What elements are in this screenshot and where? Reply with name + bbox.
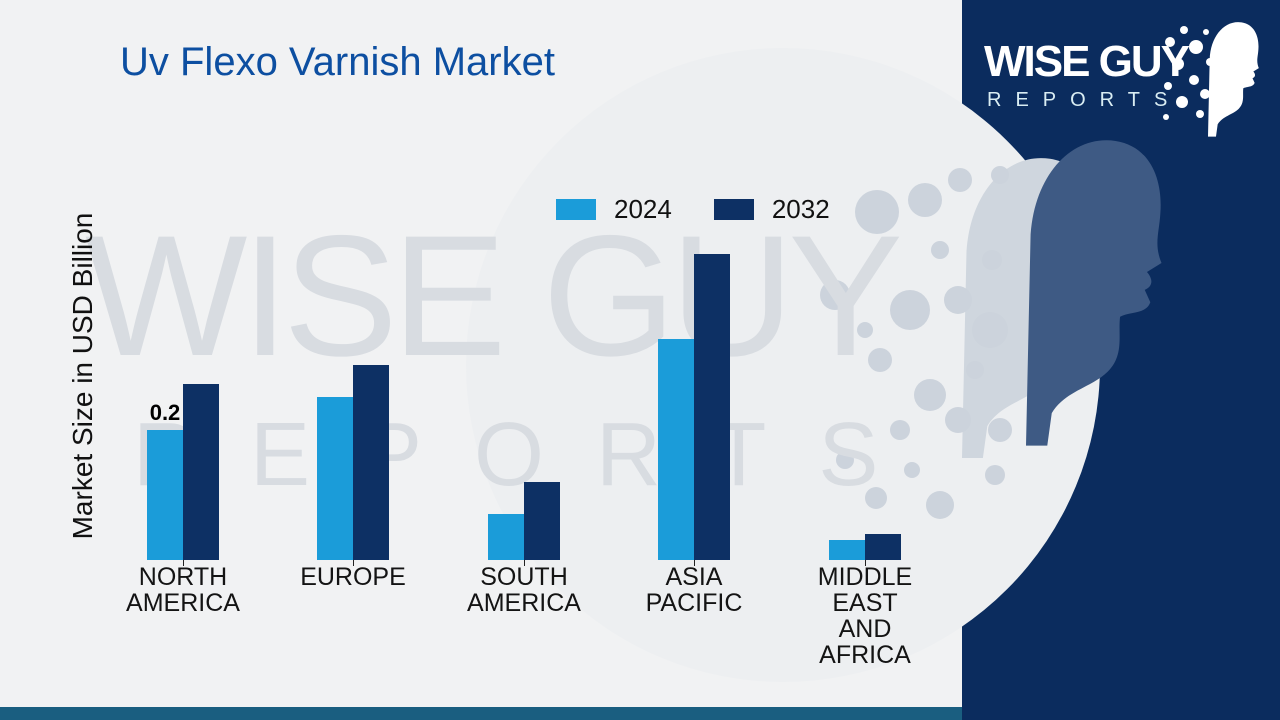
watermark-line2: REPORTS: [133, 405, 931, 505]
legend-item-2032: 2032: [713, 194, 830, 225]
legend: 2024 2032: [556, 194, 830, 225]
logo-face-icon: [1163, 22, 1259, 137]
watermark-line1: WISE GUY: [85, 200, 903, 392]
bar-value-label: 0.2: [149, 400, 181, 425]
bar-asia-pacific-2024: [658, 339, 694, 560]
bar-south-america-2024: [488, 514, 524, 560]
x-axis-tick: [524, 560, 525, 566]
logo-subtitle: REPORTS: [987, 89, 1182, 111]
bar-south-america-2032: [524, 482, 560, 560]
x-axis-tick: [183, 560, 184, 566]
category-label-south-america: SOUTH AMERICA: [467, 563, 581, 617]
x-axis-tick: [865, 560, 866, 566]
bar-asia-pacific-2032: [694, 254, 730, 560]
bottom-teal-bar: [0, 707, 962, 720]
bar-middle-east-and-africa-2024: [829, 540, 865, 560]
legend-item-2024: 2024: [556, 194, 672, 225]
category-label-middle-east-and-africa: MIDDLE EAST AND AFRICA: [817, 563, 913, 669]
legend-label-2024: 2024: [614, 194, 672, 224]
bar-north-america-2032: [183, 384, 219, 560]
legend-swatch-2032: [713, 199, 754, 220]
wiseguy-logo: WISE GUY REPORTS: [962, 0, 1280, 150]
logo-wordmark: WISE GUY: [984, 37, 1190, 86]
page-title: Uv Flexo Varnish Market: [120, 40, 555, 84]
bar-north-america-2024: [147, 430, 183, 560]
category-label-north-america: NORTH AMERICA: [126, 563, 240, 617]
category-label-europe: EUROPE: [300, 563, 406, 591]
bar-europe-2024: [317, 397, 353, 560]
bar-middle-east-and-africa-2032: [865, 534, 901, 560]
bar-europe-2032: [353, 365, 389, 560]
category-label-asia-pacific: ASIA PACIFIC: [645, 563, 743, 617]
legend-label-2032: 2032: [771, 194, 830, 224]
watermark-wordmark: WISE GUY REPORTS: [85, 210, 930, 500]
legend-swatch-2024: [556, 199, 596, 220]
x-axis-tick: [353, 560, 354, 566]
x-axis-tick: [694, 560, 695, 566]
